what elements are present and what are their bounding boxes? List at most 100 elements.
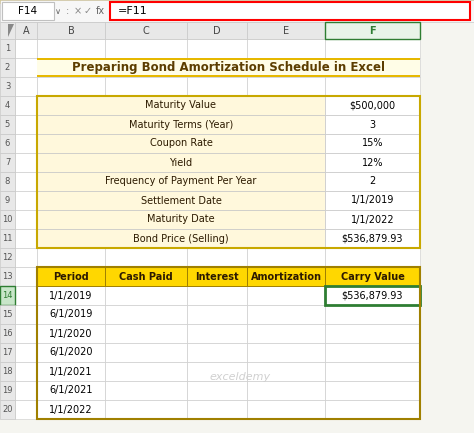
Bar	[105, 191, 187, 210]
Bar	[37, 210, 325, 229]
Text: Bond Price (Selling): Bond Price (Selling)	[133, 233, 229, 243]
Bar	[325, 267, 420, 286]
Bar	[187, 191, 247, 210]
Bar	[15, 229, 37, 248]
Text: 7: 7	[5, 158, 10, 167]
Bar	[15, 305, 37, 324]
Bar	[105, 362, 187, 381]
Bar	[247, 267, 325, 286]
Bar	[37, 324, 105, 343]
Text: $536,879.93: $536,879.93	[342, 291, 403, 301]
Bar	[2, 2, 54, 20]
Bar	[247, 58, 325, 77]
Bar	[325, 134, 420, 153]
Text: 6/1/2021: 6/1/2021	[49, 385, 93, 395]
Bar	[247, 172, 325, 191]
Bar	[15, 96, 37, 115]
Bar	[105, 96, 187, 115]
Text: $536,879.93: $536,879.93	[342, 233, 403, 243]
Bar	[247, 77, 325, 96]
Text: 1: 1	[5, 44, 10, 53]
Bar	[105, 77, 187, 96]
Text: 9: 9	[5, 196, 10, 205]
Bar	[15, 172, 37, 191]
Bar	[247, 96, 325, 115]
Bar	[247, 324, 325, 343]
Text: $500,000: $500,000	[349, 100, 396, 110]
Text: F: F	[369, 26, 376, 36]
Bar	[325, 96, 420, 115]
Text: F14: F14	[18, 6, 37, 16]
Text: 6/1/2019: 6/1/2019	[49, 310, 93, 320]
Bar	[105, 343, 187, 362]
Bar	[325, 210, 420, 229]
Bar	[15, 400, 37, 419]
Bar	[15, 267, 37, 286]
Bar	[37, 96, 325, 115]
Bar	[105, 58, 187, 77]
Text: 16: 16	[2, 329, 13, 338]
Bar	[325, 229, 420, 248]
Text: 11: 11	[2, 234, 13, 243]
Bar	[105, 305, 187, 324]
Bar	[187, 172, 247, 191]
Bar	[105, 22, 187, 39]
Bar	[247, 286, 325, 305]
Bar	[187, 381, 247, 400]
Bar	[37, 172, 325, 191]
Bar	[105, 286, 187, 305]
Bar	[105, 381, 187, 400]
Text: 5: 5	[5, 120, 10, 129]
Bar	[247, 381, 325, 400]
Bar	[187, 77, 247, 96]
Bar	[325, 381, 420, 400]
Bar	[37, 58, 420, 77]
Bar	[187, 362, 247, 381]
Bar	[325, 22, 420, 39]
Text: Maturity Terms (Year): Maturity Terms (Year)	[129, 120, 233, 129]
Bar	[187, 305, 247, 324]
Bar	[37, 191, 105, 210]
Bar	[15, 248, 37, 267]
Bar	[37, 362, 105, 381]
Bar	[325, 191, 420, 210]
Bar	[37, 343, 105, 362]
Bar	[325, 58, 420, 77]
Bar	[105, 134, 187, 153]
Bar	[37, 267, 105, 286]
Bar	[187, 115, 247, 134]
Text: Maturity Value: Maturity Value	[146, 100, 217, 110]
Bar	[187, 210, 247, 229]
Bar	[325, 343, 420, 362]
Bar	[15, 210, 37, 229]
Bar	[247, 22, 325, 39]
Bar	[15, 191, 37, 210]
Bar	[0, 0, 474, 22]
Bar	[105, 172, 187, 191]
Bar	[0, 362, 15, 381]
Bar	[37, 153, 325, 172]
Bar	[325, 115, 420, 134]
Bar	[37, 210, 105, 229]
Text: Frequency of Payment Per Year: Frequency of Payment Per Year	[105, 177, 257, 187]
Bar	[105, 381, 187, 400]
Bar	[187, 324, 247, 343]
Text: 1/1/2022: 1/1/2022	[351, 214, 394, 224]
Bar	[37, 381, 105, 400]
Text: Preparing Bond Amortization Schedule in Excel: Preparing Bond Amortization Schedule in …	[72, 61, 385, 74]
Text: 15: 15	[2, 310, 13, 319]
Bar	[247, 381, 325, 400]
Bar	[15, 362, 37, 381]
Bar	[325, 134, 420, 153]
Text: 20: 20	[2, 405, 13, 414]
Bar	[187, 362, 247, 381]
Bar	[37, 191, 325, 210]
Bar	[37, 267, 420, 419]
Text: 19: 19	[2, 386, 13, 395]
Bar	[37, 134, 325, 153]
Bar	[37, 75, 420, 77]
Bar	[325, 305, 420, 324]
Bar	[187, 153, 247, 172]
Text: 15%: 15%	[362, 139, 383, 149]
Bar	[105, 210, 187, 229]
